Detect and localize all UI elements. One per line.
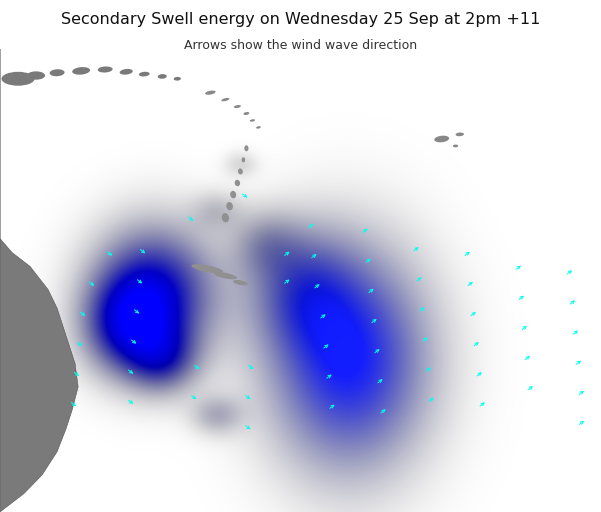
Ellipse shape bbox=[230, 191, 236, 198]
Text: Secondary Swell energy on Wednesday 25 Sep at 2pm +11: Secondary Swell energy on Wednesday 25 S… bbox=[61, 12, 540, 27]
Ellipse shape bbox=[174, 77, 181, 80]
Ellipse shape bbox=[244, 145, 249, 151]
Ellipse shape bbox=[50, 69, 64, 76]
Ellipse shape bbox=[242, 157, 245, 162]
Ellipse shape bbox=[256, 126, 261, 129]
Ellipse shape bbox=[234, 105, 241, 108]
Ellipse shape bbox=[98, 67, 112, 73]
Ellipse shape bbox=[27, 71, 45, 80]
Ellipse shape bbox=[1, 72, 34, 86]
Ellipse shape bbox=[233, 280, 248, 285]
Ellipse shape bbox=[221, 98, 230, 101]
Ellipse shape bbox=[243, 112, 249, 115]
Text: Arrows show the wind wave direction: Arrows show the wind wave direction bbox=[184, 39, 417, 52]
Ellipse shape bbox=[205, 91, 216, 95]
Ellipse shape bbox=[191, 264, 224, 273]
Ellipse shape bbox=[234, 180, 240, 186]
Ellipse shape bbox=[435, 136, 449, 142]
Ellipse shape bbox=[120, 69, 133, 75]
Ellipse shape bbox=[238, 168, 243, 175]
Ellipse shape bbox=[226, 202, 233, 210]
Ellipse shape bbox=[158, 74, 166, 79]
Ellipse shape bbox=[250, 119, 255, 122]
Polygon shape bbox=[0, 49, 78, 512]
Ellipse shape bbox=[456, 133, 464, 136]
Ellipse shape bbox=[222, 213, 229, 222]
Ellipse shape bbox=[214, 272, 237, 279]
Ellipse shape bbox=[72, 67, 90, 75]
Ellipse shape bbox=[139, 72, 150, 76]
Ellipse shape bbox=[453, 144, 459, 147]
